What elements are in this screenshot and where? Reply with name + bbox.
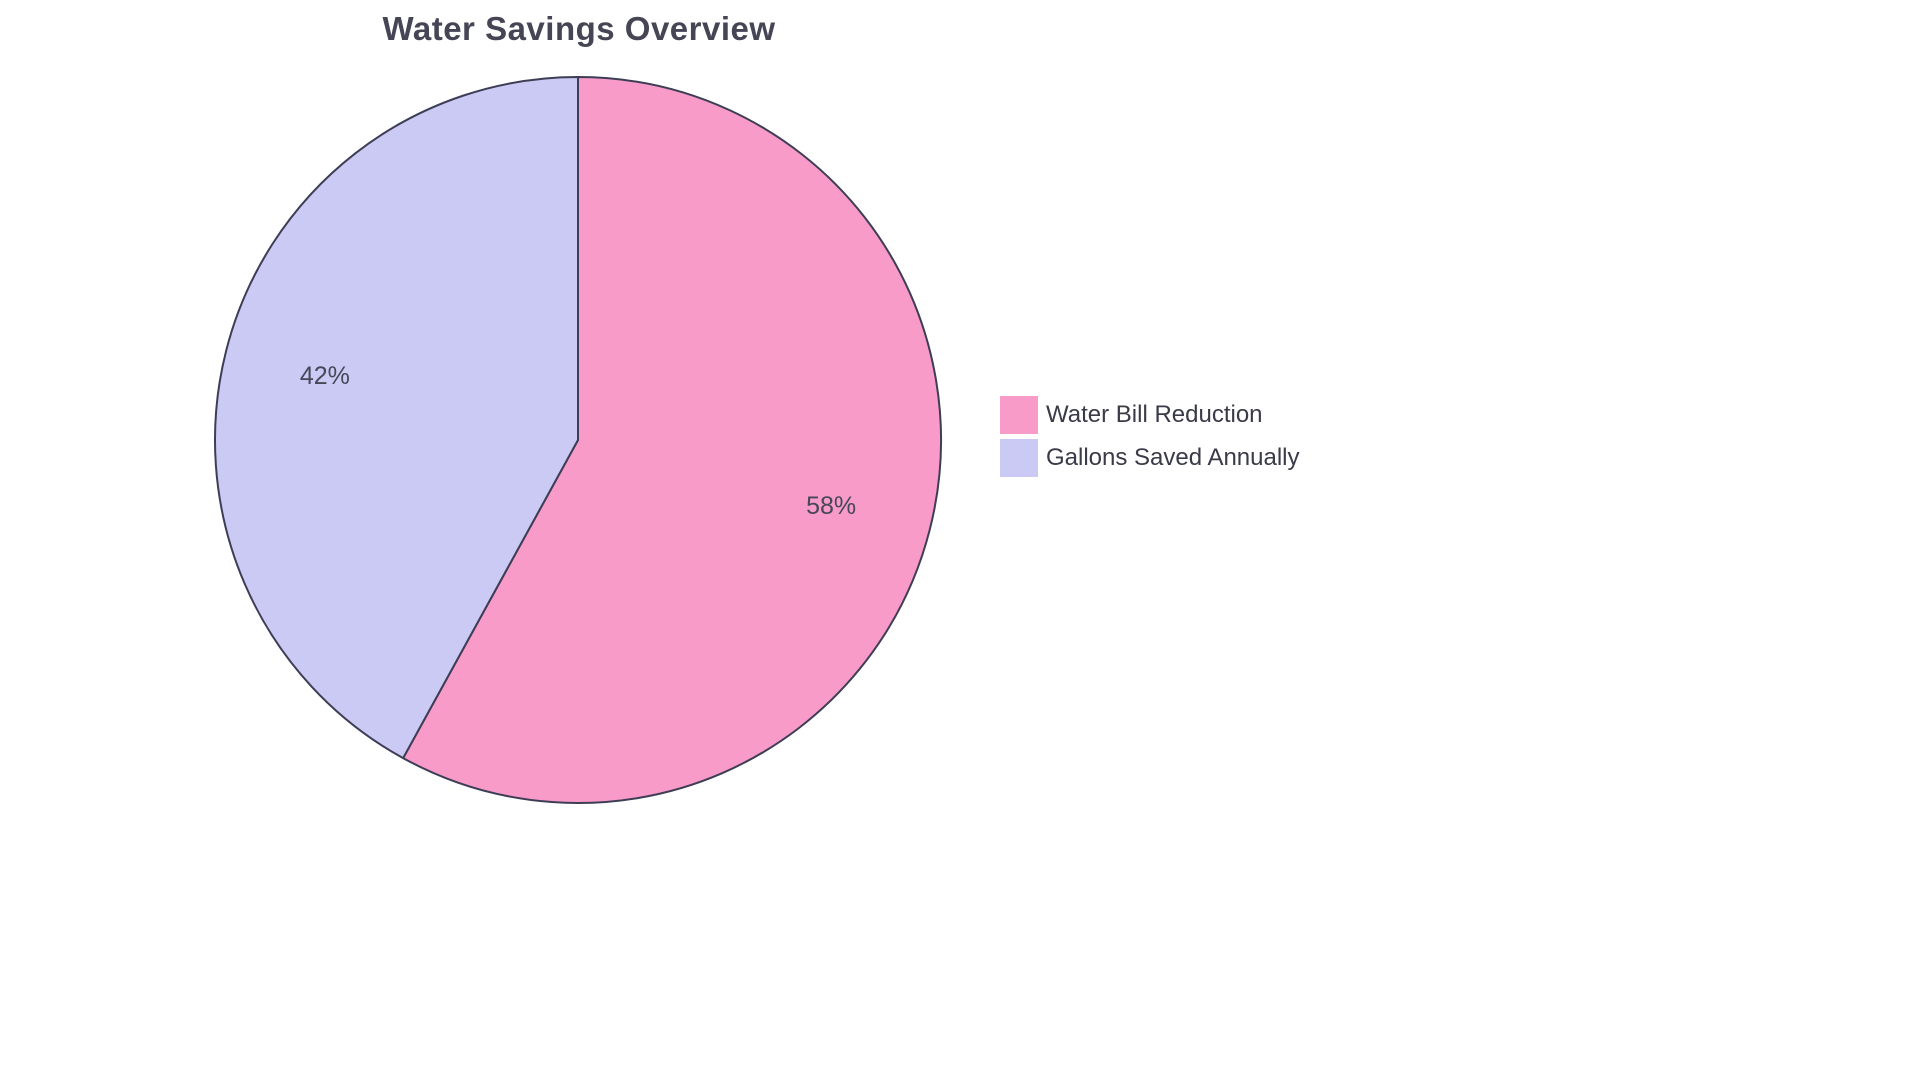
legend-label: Gallons Saved Annually [1046, 444, 1300, 471]
pie-percent-label: 42% [300, 362, 350, 390]
legend-swatch-water-bill-reduction [1000, 396, 1038, 434]
legend-label: Water Bill Reduction [1046, 401, 1263, 428]
pie-slice-0 [402, 76, 942, 804]
pie-percent-label: 58% [806, 492, 856, 520]
legend-swatch-gallons-saved-annually [1000, 439, 1038, 477]
legend-item: Gallons Saved Annually [1000, 439, 1300, 477]
pie-chart: 58% 42% [214, 76, 942, 804]
chart-title: Water Savings Overview [382, 10, 776, 47]
legend-item: Water Bill Reduction [1000, 396, 1300, 434]
pie-slice-1 [214, 76, 579, 760]
legend: Water Bill Reduction Gallons Saved Annua… [1000, 396, 1300, 477]
